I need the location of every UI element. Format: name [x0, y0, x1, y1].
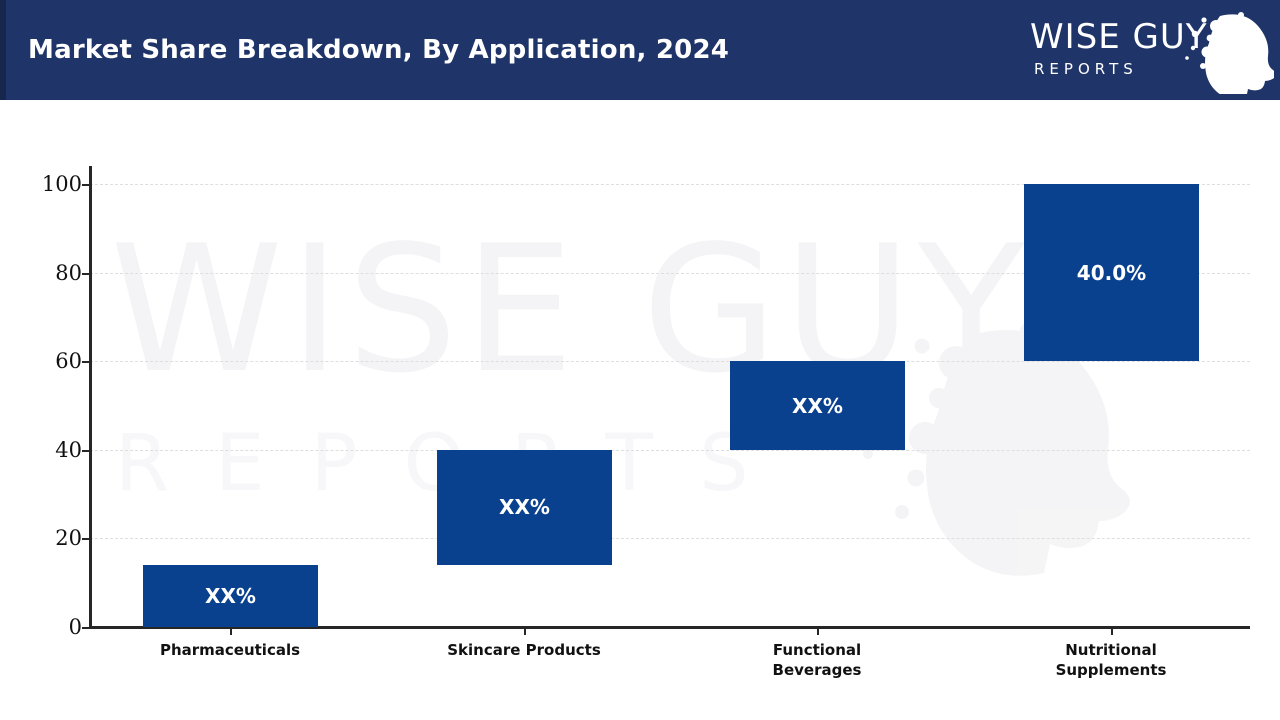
bar-functional-beverages[interactable] [730, 361, 905, 450]
page-title: Market Share Breakdown, By Application, … [28, 35, 730, 65]
x-tick-functional-beverages [817, 627, 819, 635]
x-axis-label-line: Functional [772, 641, 862, 659]
y-tick-20 [82, 538, 90, 541]
x-axis-label-line: Skincare Products [447, 641, 601, 659]
x-axis-label-skincare-products: Skincare Products [404, 640, 644, 660]
page-header: Market Share Breakdown, By Application, … [0, 0, 1280, 100]
gridline-20 [90, 538, 1250, 540]
wise-guy-reports-logo: WISE GUY REPORTS [1024, 8, 1274, 94]
bar-label-pharmaceuticals: XX% [205, 584, 256, 608]
x-axis-label-functional-beverages: Functional Beverages [697, 640, 937, 680]
bar-nutritional-supplements[interactable] [1024, 184, 1199, 362]
logo-wordmark-line2: REPORTS [1034, 60, 1138, 78]
y-tick-0 [82, 627, 90, 629]
bar-pharmaceuticals[interactable] [143, 565, 318, 627]
chart-container: WISE GUY REPORTS [0, 100, 1280, 720]
x-axis-line [89, 626, 1250, 629]
x-axis-label-line: Beverages [772, 661, 862, 679]
bar-label-functional-beverages: XX% [792, 393, 843, 418]
y-tick-60 [82, 361, 90, 364]
gridline-100 [90, 184, 1250, 185]
header-accent-bar [0, 0, 6, 100]
logo-wordmark-line1: WISE GUY [1030, 17, 1208, 57]
y-tick-label-0: 0 [68, 615, 82, 639]
y-tick-label-60: 60 [55, 349, 82, 374]
y-tick-100 [82, 184, 90, 186]
x-axis-label-line: Nutritional [1065, 641, 1157, 659]
logo-dotted-head-icon [1185, 12, 1274, 94]
x-axis-label-line: Supplements [1055, 661, 1167, 679]
gridline-80 [90, 272, 1250, 274]
y-tick-label-80: 80 [55, 260, 82, 285]
y-tick-label-100: 100 [41, 172, 82, 196]
bar-skincare-products[interactable] [437, 449, 612, 565]
bar-label-skincare-products: XX% [499, 495, 550, 519]
x-tick-skincare-products [524, 627, 526, 635]
gridline-40 [90, 449, 1250, 451]
y-tick-80 [82, 272, 90, 275]
y-tick-40 [82, 449, 90, 452]
x-axis-label-nutritional-supplements: Nutritional Supplements [991, 640, 1231, 680]
y-tick-label-20: 20 [55, 526, 82, 551]
plot-area: 100 80 60 40 20 0 XX% XX% XX% 40.0% Phar… [0, 100, 1280, 720]
x-tick-pharmaceuticals [230, 627, 232, 635]
y-axis-line [89, 166, 92, 628]
gridline-60 [90, 361, 1250, 363]
bar-label-nutritional-supplements: 40.0% [1076, 260, 1147, 285]
x-axis-label-line: Pharmaceuticals [159, 641, 301, 659]
x-axis-label-pharmaceuticals: Pharmaceuticals [110, 640, 350, 660]
y-tick-label-40: 40 [55, 437, 82, 462]
x-tick-nutritional-supplements [1111, 627, 1113, 635]
